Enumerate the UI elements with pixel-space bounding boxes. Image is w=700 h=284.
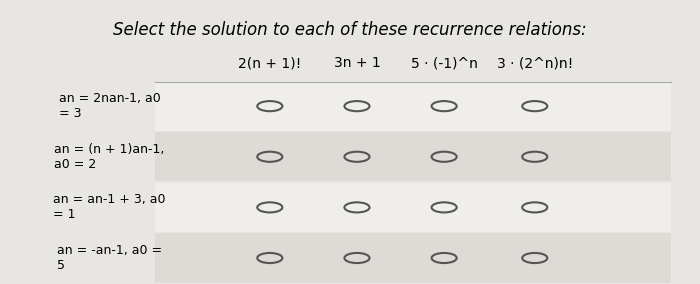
Text: an = (n + 1)an-1,
a0 = 2: an = (n + 1)an-1, a0 = 2: [55, 143, 164, 171]
Text: 2(n + 1)!: 2(n + 1)!: [238, 56, 302, 70]
Text: Select the solution to each of these recurrence relations:: Select the solution to each of these rec…: [113, 21, 587, 39]
Text: 3n + 1: 3n + 1: [334, 56, 380, 70]
FancyBboxPatch shape: [155, 183, 671, 232]
FancyBboxPatch shape: [155, 132, 671, 181]
Text: an = -an-1, a0 =
5: an = -an-1, a0 = 5: [57, 244, 162, 272]
Text: an = 2nan-1, a0
= 3: an = 2nan-1, a0 = 3: [59, 92, 160, 120]
FancyBboxPatch shape: [155, 82, 671, 131]
FancyBboxPatch shape: [155, 233, 671, 283]
Text: an = an-1 + 3, a0
= 1: an = an-1 + 3, a0 = 1: [53, 193, 166, 222]
Text: 5 · (-1)^n: 5 · (-1)^n: [411, 56, 477, 70]
Text: 3 · (2^n)n!: 3 · (2^n)n!: [496, 56, 573, 70]
